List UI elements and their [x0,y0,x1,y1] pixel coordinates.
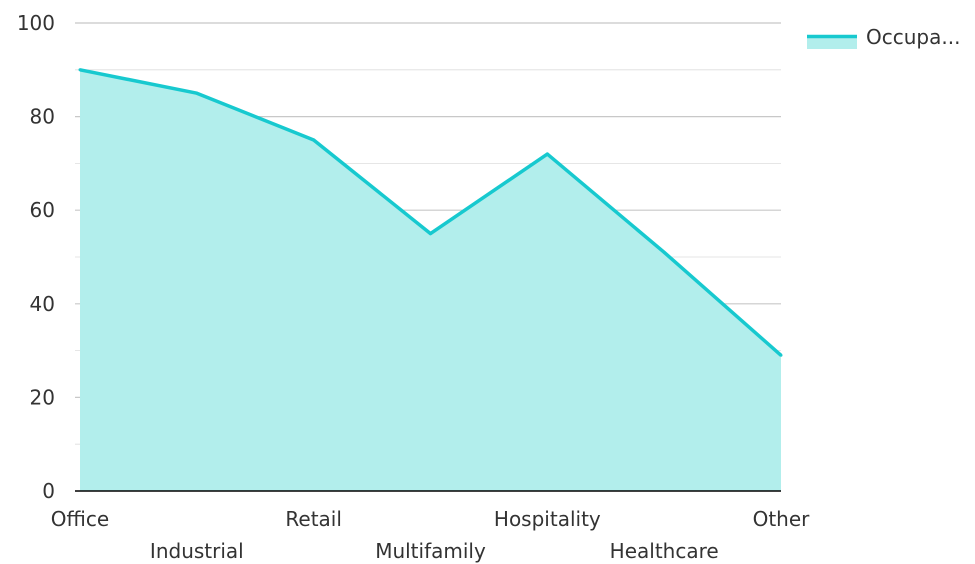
data-point-other[interactable] [779,353,783,357]
x-tick-label-hospitality: Hospitality [494,507,601,531]
data-points [78,68,783,357]
x-tick-label-healthcare: Healthcare [610,539,719,563]
data-point-office[interactable] [78,68,82,72]
data-point-industrial[interactable] [195,91,199,95]
y-tick-label: 100 [17,11,55,35]
data-point-hospitality[interactable] [545,152,549,156]
data-point-retail[interactable] [312,138,316,142]
x-axis-tick-labels: Office Industrial Retail Multifamily Hospita… [51,507,810,563]
x-tick-label-multifamily: Multifamily [375,539,486,563]
legend-swatch [807,35,857,49]
y-axis-tick-labels: 0 20 40 60 80 100 [17,11,55,503]
x-tick-label-retail: Retail [285,507,342,531]
y-tick-label: 40 [30,292,55,316]
x-tick-label-office: Office [51,507,109,531]
y-tick-label: 20 [30,385,55,409]
y-tick-label: 60 [30,198,55,222]
data-point-multifamily[interactable] [429,232,432,236]
legend-label: Occupa... [866,25,960,49]
y-tick-label: 80 [30,105,55,129]
legend[interactable]: Occupa... [807,25,960,49]
data-point-healthcare[interactable] [662,250,666,254]
x-tick-label-other: Other [753,507,811,531]
area-fill [80,69,781,492]
y-tick-label: 0 [42,479,55,503]
x-tick-label-industrial: Industrial [150,539,244,563]
